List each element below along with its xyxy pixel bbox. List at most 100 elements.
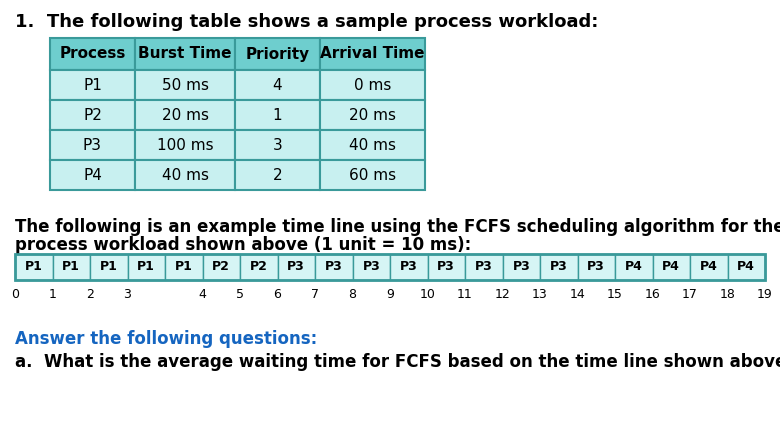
Text: Burst Time: Burst Time	[138, 46, 232, 61]
Bar	[540, 254, 577, 280]
Text: P3: P3	[512, 261, 530, 273]
Text: 8: 8	[349, 288, 356, 301]
Text: P1: P1	[175, 261, 193, 273]
Text: 9: 9	[386, 288, 394, 301]
Text: The following is an example time line using the FCFS scheduling algorithm for th: The following is an example time line us…	[15, 218, 780, 236]
Bar	[653, 254, 690, 280]
Text: 20 ms: 20 ms	[349, 107, 396, 123]
Bar	[235, 70, 320, 100]
Text: 1.  The following table shows a sample process workload:: 1. The following table shows a sample pr…	[15, 13, 598, 31]
Text: P3: P3	[325, 261, 342, 273]
Text: P4: P4	[625, 261, 643, 273]
Bar	[50, 100, 135, 130]
Bar	[390, 254, 427, 280]
Bar	[203, 254, 240, 280]
Text: P3: P3	[287, 261, 305, 273]
Text: 50 ms: 50 ms	[161, 78, 208, 92]
Text: P1: P1	[137, 261, 155, 273]
Bar	[135, 70, 235, 100]
Bar	[235, 38, 320, 70]
Text: 7: 7	[311, 288, 319, 301]
Text: 40 ms: 40 ms	[161, 167, 208, 183]
Bar	[240, 254, 278, 280]
Bar	[690, 254, 728, 280]
Text: 14: 14	[569, 288, 585, 301]
Bar	[728, 254, 765, 280]
Text: 1: 1	[48, 288, 56, 301]
Text: 18: 18	[720, 288, 736, 301]
Text: 10: 10	[420, 288, 435, 301]
Bar	[577, 254, 615, 280]
Bar	[50, 38, 135, 70]
Bar	[235, 100, 320, 130]
Bar	[320, 38, 425, 70]
Bar	[320, 70, 425, 100]
Text: P3: P3	[400, 261, 417, 273]
Text: 13: 13	[532, 288, 548, 301]
Bar	[50, 70, 135, 100]
Text: Answer the following questions:: Answer the following questions:	[15, 330, 317, 348]
Bar	[135, 130, 235, 160]
Text: 15: 15	[607, 288, 623, 301]
Text: 5: 5	[236, 288, 244, 301]
Bar	[50, 160, 135, 190]
Bar	[235, 160, 320, 190]
Text: Arrival Time: Arrival Time	[321, 46, 425, 61]
Text: P4: P4	[662, 261, 680, 273]
Text: 19: 19	[757, 288, 773, 301]
Text: 6: 6	[274, 288, 282, 301]
Bar	[427, 254, 465, 280]
Bar	[127, 254, 165, 280]
Text: P2: P2	[250, 261, 268, 273]
Text: 2: 2	[86, 288, 94, 301]
Bar	[90, 254, 127, 280]
Bar	[235, 130, 320, 160]
Text: P4: P4	[83, 167, 102, 183]
Text: P3: P3	[550, 261, 568, 273]
Text: 4: 4	[273, 78, 282, 92]
Text: 4: 4	[199, 288, 207, 301]
Bar	[615, 254, 653, 280]
Text: P3: P3	[83, 138, 102, 152]
Text: a.  What is the average waiting time for FCFS based on the time line shown above: a. What is the average waiting time for …	[15, 353, 780, 371]
Text: P3: P3	[587, 261, 605, 273]
Bar	[135, 160, 235, 190]
Text: P4: P4	[700, 261, 718, 273]
Text: Priority: Priority	[246, 46, 310, 61]
Bar	[15, 254, 765, 280]
Text: P4: P4	[737, 261, 755, 273]
Bar	[315, 254, 353, 280]
Bar	[165, 254, 203, 280]
Text: P1: P1	[83, 78, 102, 92]
Text: P1: P1	[100, 261, 118, 273]
Text: 0 ms: 0 ms	[354, 78, 392, 92]
Bar	[50, 130, 135, 160]
Text: P2: P2	[212, 261, 230, 273]
Bar	[52, 254, 90, 280]
Bar	[502, 254, 540, 280]
Text: P3: P3	[438, 261, 455, 273]
Bar	[465, 254, 502, 280]
Text: Process: Process	[59, 46, 126, 61]
Text: 40 ms: 40 ms	[349, 138, 396, 152]
Bar	[278, 254, 315, 280]
Bar	[135, 38, 235, 70]
Text: 0: 0	[11, 288, 19, 301]
Text: P1: P1	[25, 261, 43, 273]
Text: 3: 3	[123, 288, 132, 301]
Text: 20 ms: 20 ms	[161, 107, 208, 123]
Text: P3: P3	[363, 261, 380, 273]
Bar	[15, 254, 52, 280]
Text: P2: P2	[83, 107, 102, 123]
Bar	[320, 160, 425, 190]
Bar	[320, 100, 425, 130]
Text: 60 ms: 60 ms	[349, 167, 396, 183]
Text: 12: 12	[495, 288, 510, 301]
Text: 11: 11	[457, 288, 473, 301]
Text: P3: P3	[475, 261, 493, 273]
Bar	[320, 130, 425, 160]
Bar	[353, 254, 390, 280]
Bar	[135, 100, 235, 130]
Text: 16: 16	[644, 288, 661, 301]
Text: 3: 3	[273, 138, 282, 152]
